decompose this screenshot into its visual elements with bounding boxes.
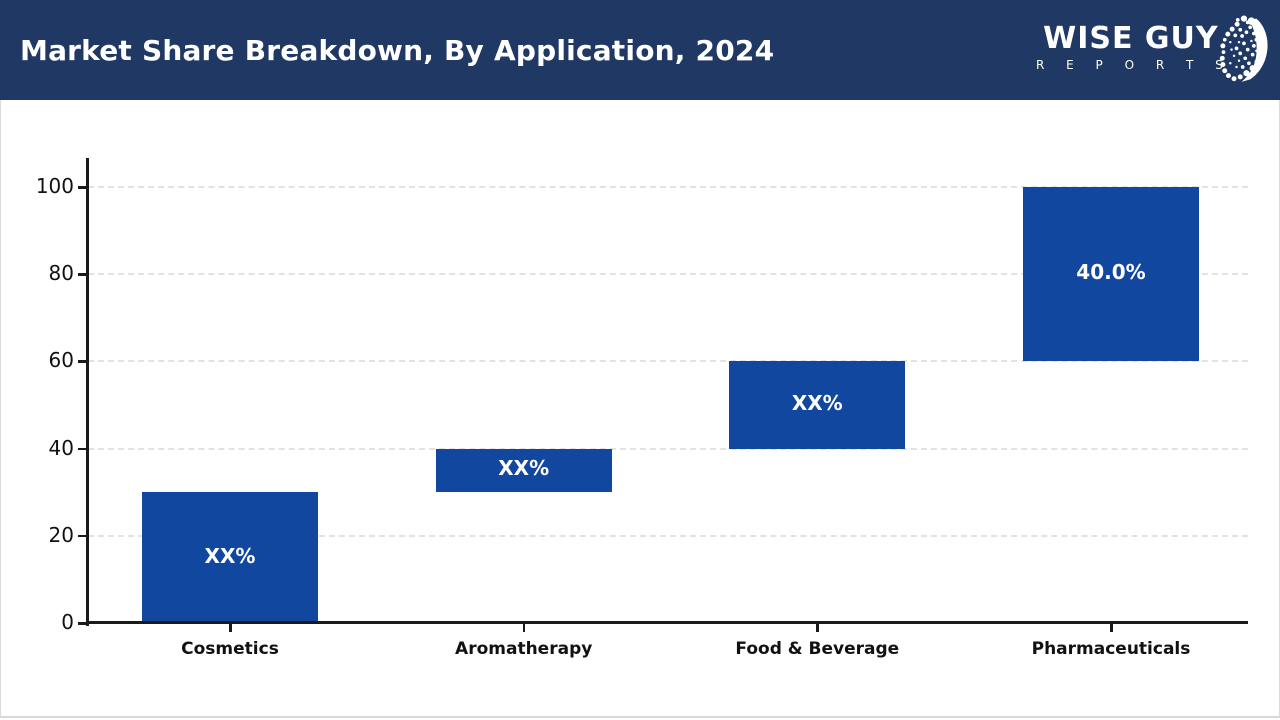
y-tick-20: [78, 534, 86, 538]
y-tick-0: [78, 622, 86, 625]
x-category-label: Pharmaceuticals: [1031, 639, 1191, 659]
bar-value-label: XX%: [498, 456, 550, 481]
bar-cosmetics: [142, 492, 318, 623]
y-tick-80: [78, 273, 86, 276]
y-axis-line: [86, 158, 89, 626]
x-category-label: Cosmetics: [181, 639, 279, 659]
x-category-label: Food & Beverage: [735, 639, 900, 659]
y-tick-label-0: 0: [61, 610, 74, 634]
x-axis-line: [86, 621, 1248, 624]
x-category-label: Aromatherapy: [455, 639, 593, 659]
page-title: Market Share Breakdown, By Application, …: [20, 33, 775, 67]
gridline-20: [88, 534, 1248, 537]
y-tick-40: [78, 447, 86, 451]
y-tick-label-40: 40: [48, 435, 74, 460]
x-tick-3: [1110, 624, 1113, 632]
x-tick-2: [816, 624, 819, 632]
bar-pharmaceuticals: [1023, 187, 1199, 362]
y-tick-60: [78, 360, 86, 363]
header-bar: Market Share Breakdown, By Application, …: [0, 0, 1280, 100]
bar-aromatherapy: [435, 448, 612, 493]
gridline-60: [88, 360, 1248, 363]
gridline-40: [88, 447, 1248, 450]
bar-value-label: XX%: [791, 391, 843, 415]
brand-logo: WISE GUY R E P O R T S: [1022, 0, 1272, 100]
brand-wordmark-line1: WISE GUY: [1043, 21, 1219, 56]
y-tick-label-60: 60: [48, 348, 74, 373]
bar-value-label: 40.0%: [1076, 260, 1146, 285]
bar-food-beverage: [729, 361, 906, 449]
x-tick-0: [229, 624, 232, 632]
y-tick-100: [78, 186, 86, 189]
brand-face-icon: [1219, 15, 1268, 82]
y-tick-label-80: 80: [48, 261, 74, 286]
gridline-100: [88, 186, 1248, 188]
y-tick-label-20: 20: [48, 522, 74, 547]
y-tick-label-100: 100: [35, 174, 74, 198]
brand-wordmark-line2: R E P O R T S: [1036, 58, 1232, 72]
gridline-80: [88, 273, 1248, 276]
bar-value-label: XX%: [204, 543, 256, 568]
bottom-divider: [0, 716, 1280, 718]
x-tick-1: [522, 624, 526, 632]
brand-wordmark: WISE GUY R E P O R T S: [1030, 21, 1232, 73]
